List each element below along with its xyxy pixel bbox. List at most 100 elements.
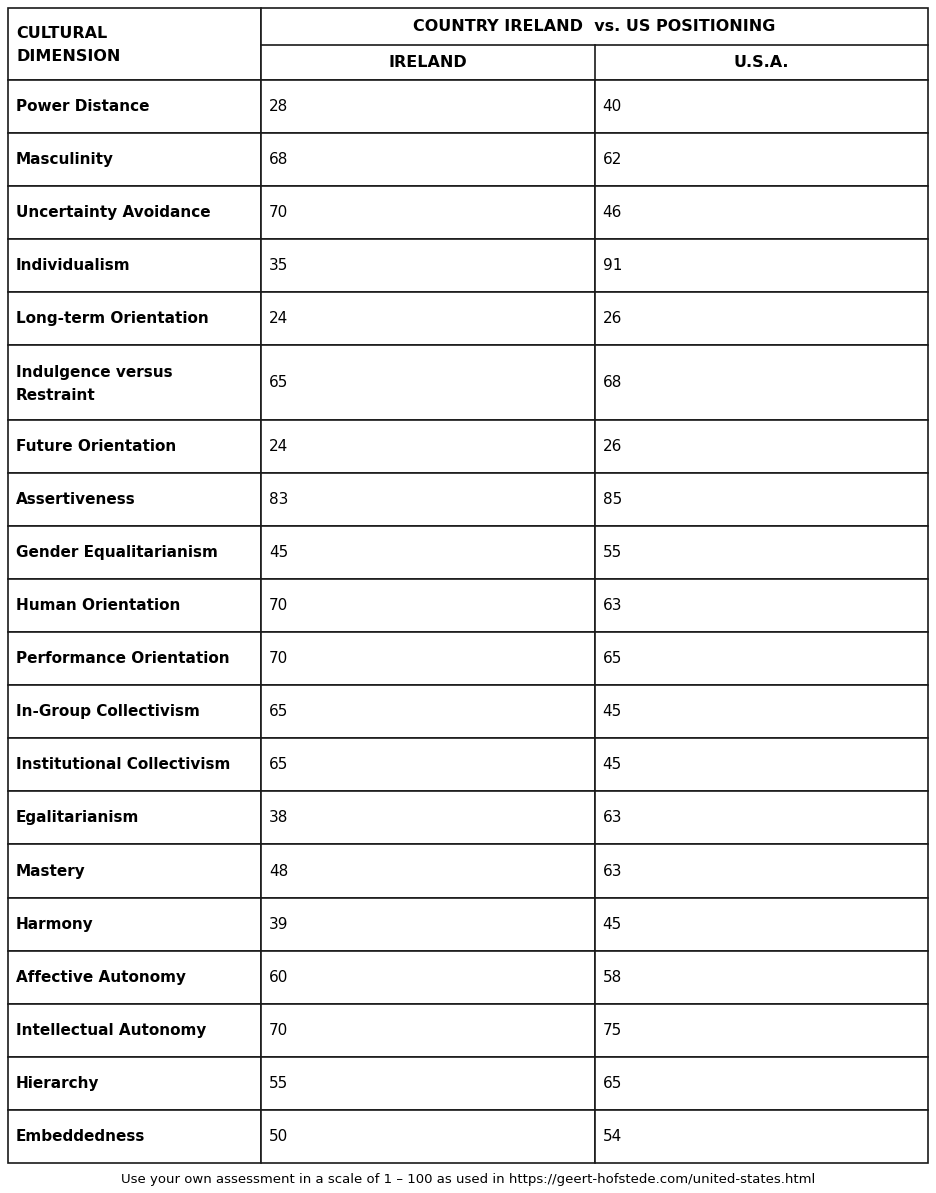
Bar <box>8 579 261 632</box>
Text: 60: 60 <box>269 970 288 984</box>
Text: Uncertainty Avoidance: Uncertainty Avoidance <box>16 205 211 221</box>
Bar <box>594 1057 928 1109</box>
Bar <box>261 8 928 80</box>
Text: Performance Orientation: Performance Orientation <box>16 651 229 666</box>
Bar <box>261 346 594 420</box>
Bar <box>8 791 261 845</box>
Bar <box>261 1109 594 1163</box>
Bar <box>594 186 928 240</box>
Text: Hierarchy: Hierarchy <box>16 1076 99 1090</box>
Text: 91: 91 <box>603 259 622 273</box>
Text: 58: 58 <box>603 970 622 984</box>
Bar <box>261 1003 594 1057</box>
Text: 48: 48 <box>269 864 288 878</box>
Bar <box>594 738 928 791</box>
Bar <box>261 134 594 186</box>
Text: 65: 65 <box>603 651 622 666</box>
Text: 28: 28 <box>269 99 288 115</box>
Bar <box>8 240 261 292</box>
Text: Mastery: Mastery <box>16 864 86 878</box>
Text: 70: 70 <box>269 205 288 221</box>
Text: COUNTRY IRELAND  vs. US POSITIONING: COUNTRY IRELAND vs. US POSITIONING <box>414 19 776 35</box>
Text: Assertiveness: Assertiveness <box>16 492 136 507</box>
Bar <box>261 579 594 632</box>
Bar <box>8 420 261 472</box>
Bar <box>594 526 928 579</box>
Bar <box>261 240 594 292</box>
Bar <box>261 1057 594 1109</box>
Text: CULTURAL: CULTURAL <box>16 26 108 41</box>
Text: 45: 45 <box>603 916 622 932</box>
Text: 35: 35 <box>269 259 288 273</box>
Text: 75: 75 <box>603 1022 622 1038</box>
Text: 62: 62 <box>603 153 622 167</box>
Bar <box>594 1003 928 1057</box>
Text: 54: 54 <box>603 1129 622 1144</box>
Text: 26: 26 <box>603 439 622 453</box>
Text: Long-term Orientation: Long-term Orientation <box>16 311 209 327</box>
Text: In-Group Collectivism: In-Group Collectivism <box>16 704 200 719</box>
Bar <box>8 738 261 791</box>
Text: Harmony: Harmony <box>16 916 94 932</box>
Bar <box>594 685 928 738</box>
Text: Individualism: Individualism <box>16 259 131 273</box>
Bar <box>8 632 261 685</box>
Text: 39: 39 <box>269 916 288 932</box>
Bar <box>594 897 928 951</box>
Bar <box>594 134 928 186</box>
Text: 24: 24 <box>269 311 288 327</box>
Bar <box>261 738 594 791</box>
Text: 26: 26 <box>603 311 622 327</box>
Text: Indulgence versus: Indulgence versus <box>16 365 172 381</box>
Bar <box>8 1003 261 1057</box>
Text: 70: 70 <box>269 651 288 666</box>
Bar <box>261 685 594 738</box>
Text: 68: 68 <box>603 375 622 390</box>
Bar <box>8 951 261 1003</box>
Text: 38: 38 <box>269 810 288 826</box>
Bar <box>594 346 928 420</box>
Bar <box>261 845 594 897</box>
Text: 24: 24 <box>269 439 288 453</box>
Bar <box>594 80 928 134</box>
Bar <box>8 472 261 526</box>
Text: 45: 45 <box>603 758 622 772</box>
Bar <box>8 80 261 134</box>
Bar <box>594 420 928 472</box>
Text: Power Distance: Power Distance <box>16 99 150 115</box>
Text: 45: 45 <box>269 545 288 560</box>
Bar <box>261 186 594 240</box>
Text: Restraint: Restraint <box>16 388 95 403</box>
Text: 63: 63 <box>603 598 622 613</box>
Text: 70: 70 <box>269 1022 288 1038</box>
Text: Future Orientation: Future Orientation <box>16 439 176 453</box>
Text: 65: 65 <box>269 758 288 772</box>
Bar <box>8 292 261 346</box>
Bar <box>261 632 594 685</box>
Text: 55: 55 <box>603 545 622 560</box>
Text: 45: 45 <box>603 704 622 719</box>
Text: DIMENSION: DIMENSION <box>16 49 121 63</box>
Bar <box>261 526 594 579</box>
Bar <box>261 292 594 346</box>
Bar <box>594 951 928 1003</box>
Text: 85: 85 <box>603 492 622 507</box>
Text: 65: 65 <box>269 704 288 719</box>
Bar <box>8 1109 261 1163</box>
Text: Masculinity: Masculinity <box>16 153 114 167</box>
Bar <box>594 845 928 897</box>
Text: 65: 65 <box>269 375 288 390</box>
Text: 65: 65 <box>603 1076 622 1090</box>
Bar <box>594 292 928 346</box>
Bar <box>594 1109 928 1163</box>
Text: Human Orientation: Human Orientation <box>16 598 181 613</box>
Text: U.S.A.: U.S.A. <box>734 55 789 70</box>
Text: Embeddedness: Embeddedness <box>16 1129 145 1144</box>
Bar <box>261 472 594 526</box>
Bar <box>594 579 928 632</box>
Bar <box>8 8 261 80</box>
Bar <box>8 685 261 738</box>
Text: 68: 68 <box>269 153 288 167</box>
Text: Intellectual Autonomy: Intellectual Autonomy <box>16 1022 206 1038</box>
Bar <box>261 80 594 134</box>
